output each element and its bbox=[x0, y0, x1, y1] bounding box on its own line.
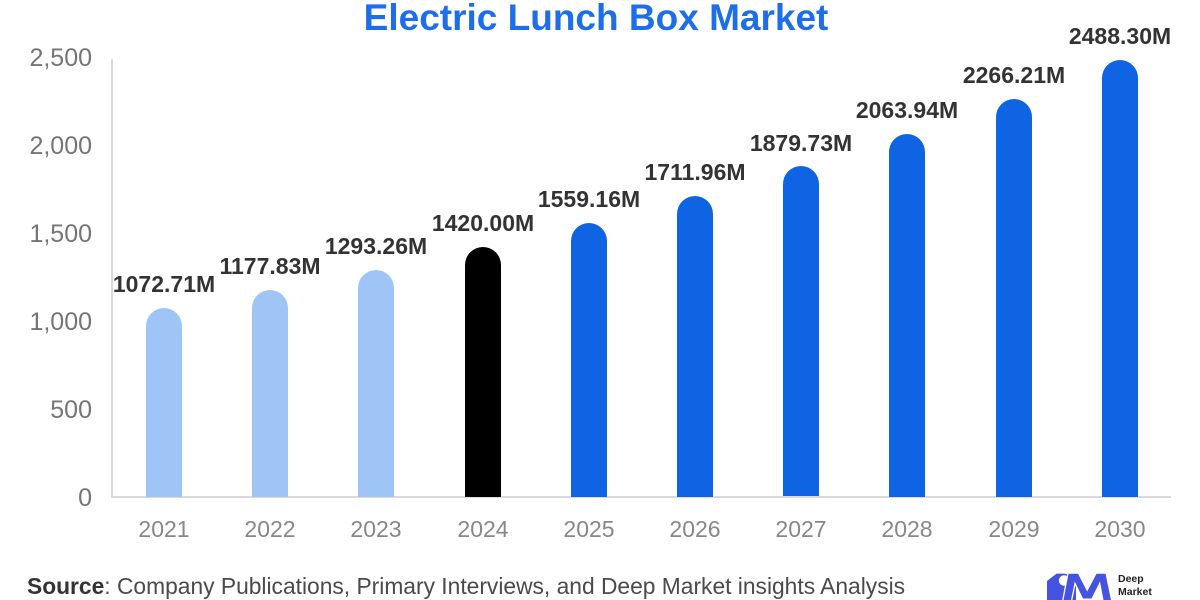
svg-text:Deep: Deep bbox=[1118, 573, 1144, 585]
svg-text:Market: Market bbox=[1118, 586, 1152, 598]
